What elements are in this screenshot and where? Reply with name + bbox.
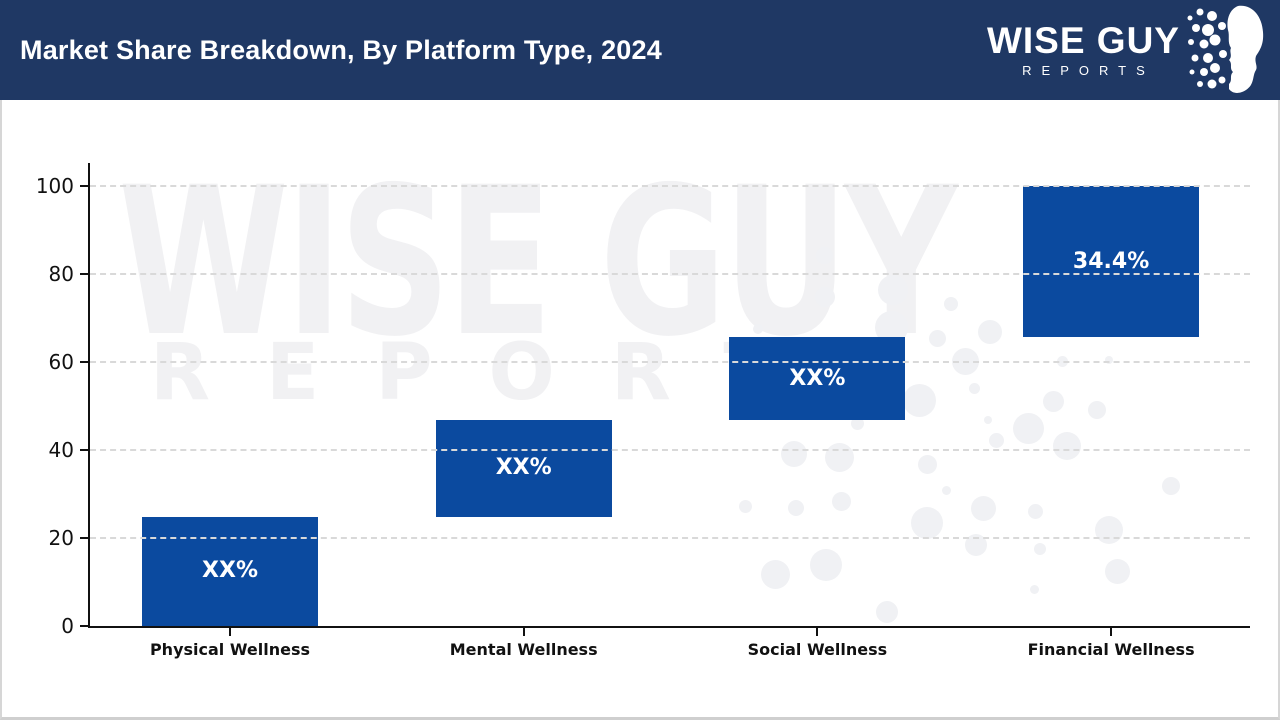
bar-value-label: XX% [202, 558, 258, 584]
brand-subtitle: REPORTS [1022, 63, 1155, 78]
watermark-dot [911, 507, 944, 540]
watermark-dot [902, 383, 936, 417]
page-title: Market Share Breakdown, By Platform Type… [20, 34, 662, 65]
watermark-dot [787, 500, 804, 517]
y-tick-label-100: 100 [35, 174, 74, 198]
x-axis-line [88, 626, 1250, 628]
watermark-dot [977, 320, 1002, 344]
watermark-dot [781, 440, 808, 467]
x-tick-2 [816, 628, 819, 636]
brand-name: WISE GUY [986, 20, 1180, 61]
watermark-dot [969, 382, 981, 394]
y-tick-20 [80, 537, 88, 539]
watermark-dot [1088, 400, 1107, 419]
watermark-dot [753, 323, 764, 334]
watermark-dot [878, 275, 909, 306]
watermark-dot [941, 486, 951, 496]
gridline-y80 [90, 273, 1250, 275]
brand-logo: WISE GUY REPORTS [987, 4, 1266, 96]
watermark-dot [1043, 390, 1065, 412]
watermark-dot [1034, 543, 1047, 556]
y-tick-label-80: 80 [48, 262, 74, 286]
watermark-dot [965, 534, 988, 557]
watermark-dot [928, 330, 946, 348]
y-tick-label-40: 40 [48, 438, 74, 462]
bar-social-wellness [729, 337, 906, 420]
watermark-dot [1013, 413, 1045, 445]
watermark-dot [989, 432, 1005, 448]
x-category-label: Social Wellness [747, 640, 888, 659]
watermark-dot [810, 548, 843, 581]
watermark-dot [917, 455, 937, 475]
header: Market Share Breakdown, By Platform Type… [0, 0, 1280, 100]
y-tick-100 [80, 185, 88, 187]
watermark-dot [850, 416, 864, 430]
x-tick-3 [1110, 628, 1113, 636]
watermark-dot [971, 496, 997, 522]
y-tick-60 [80, 361, 88, 363]
watermark-dot [1095, 516, 1124, 545]
y-tick-label-60: 60 [48, 350, 74, 374]
bar-value-label: XX% [495, 455, 552, 481]
bar-physical-wellness [142, 516, 318, 626]
y-tick-0 [80, 625, 88, 627]
y-tick-label-0: 0 [61, 614, 74, 638]
y-tick-40 [80, 449, 88, 451]
gridline-y100 [90, 185, 1250, 187]
bar-mental-wellness [435, 419, 612, 517]
watermark-dot [1052, 432, 1081, 461]
watermark-dot [761, 560, 791, 590]
watermark-dot [1104, 355, 1113, 364]
watermark-dot [943, 297, 958, 312]
watermark-dot [815, 287, 836, 308]
y-tick-label-20: 20 [48, 526, 74, 550]
x-category-label: Physical Wellness [149, 640, 311, 659]
watermark-dot [1105, 559, 1131, 585]
x-category-label: Financial Wellness [1027, 640, 1195, 659]
brand-face-icon [1187, 5, 1264, 93]
watermark-dot [1027, 503, 1043, 519]
watermark-dot [1029, 585, 1039, 595]
watermark-dot [876, 600, 899, 623]
brand-logo-text: WISE GUY REPORTS [987, 22, 1180, 78]
watermark-dot [815, 247, 833, 265]
gridline-y20 [90, 537, 1250, 539]
watermark-dot [832, 491, 852, 511]
y-tick-80 [80, 273, 88, 275]
bar-value-label: XX% [789, 365, 846, 391]
x-tick-1 [522, 628, 525, 636]
gridline-y60 [90, 361, 1250, 363]
gridline-y40 [90, 449, 1250, 451]
watermark-dot [984, 416, 993, 424]
watermark-dot [1161, 477, 1180, 496]
y-axis-line [88, 163, 90, 628]
watermark-dot [824, 443, 854, 473]
bar-financial-wellness [1023, 186, 1200, 338]
bar-value-label: 34.4% [1072, 248, 1150, 274]
watermark-dot [739, 499, 753, 513]
x-tick-0 [229, 628, 231, 636]
x-category-label: Mental Wellness [449, 640, 598, 659]
